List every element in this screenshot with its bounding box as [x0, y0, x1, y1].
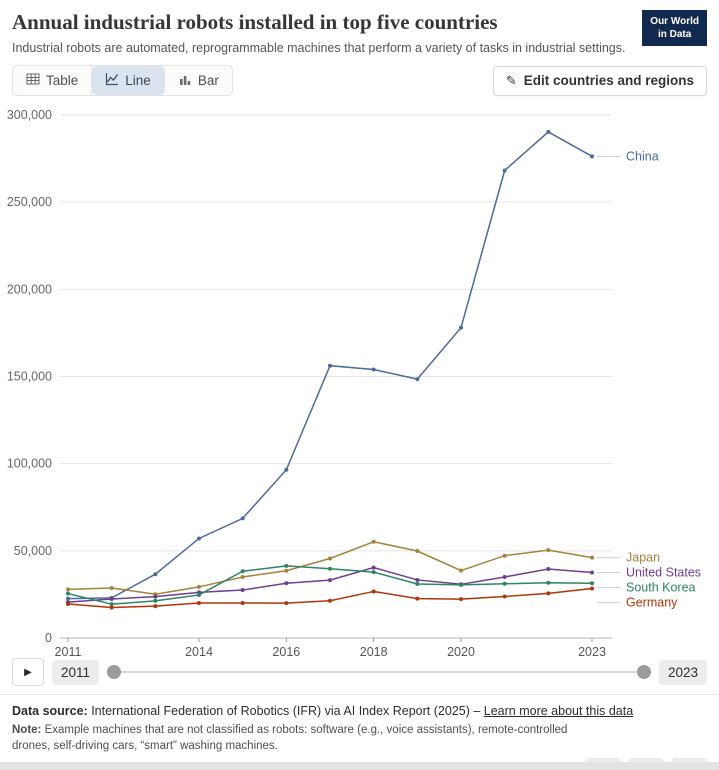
slider-track[interactable] — [107, 671, 651, 674]
svg-text:Germany: Germany — [626, 596, 678, 610]
svg-text:50,000: 50,000 — [14, 544, 52, 558]
timeline-controls: ▶ 2011 2023 — [12, 658, 707, 687]
table-icon — [26, 72, 40, 89]
svg-text:150,000: 150,000 — [7, 370, 52, 384]
svg-text:2020: 2020 — [447, 645, 475, 656]
svg-text:2023: 2023 — [578, 645, 606, 656]
tab-table[interactable]: Table — [13, 66, 93, 96]
chart-header: Annual industrial robots installed in to… — [12, 10, 707, 55]
data-source-label: Data source: — [12, 704, 88, 719]
play-button[interactable]: ▶ — [12, 658, 44, 687]
note-label: Note: — [12, 724, 42, 737]
line-chart-svg[interactable]: 0 50,000 100,000 150,000 200,000 250,000 300,0… — [0, 100, 719, 656]
svg-text:2016: 2016 — [272, 645, 300, 656]
svg-text:China: China — [626, 150, 659, 164]
play-icon: ▶ — [24, 666, 32, 678]
data-source-line: Data source: International Federation of… — [12, 704, 707, 718]
chart-type-tabs: Table Line Bar — [12, 65, 233, 97]
timeline-start-year[interactable]: 2011 — [52, 659, 100, 685]
svg-text:South Korea: South Korea — [626, 581, 696, 595]
chart-subtitle: Industrial robots are automated, reprogr… — [12, 41, 626, 56]
line-chart-icon — [105, 72, 119, 89]
edit-countries-button[interactable]: ✎ Edit countries and regions — [492, 65, 707, 96]
svg-text:2014: 2014 — [185, 645, 213, 656]
tab-bar[interactable]: Bar — [165, 66, 232, 95]
svg-text:0: 0 — [45, 631, 52, 645]
note-text: Example machines that are not classified… — [12, 724, 568, 752]
svg-text:2018: 2018 — [360, 645, 388, 656]
tab-table-label: Table — [46, 73, 79, 89]
svg-text:Japan: Japan — [626, 551, 660, 565]
slider-handle-end[interactable] — [636, 665, 651, 680]
tab-bar-label: Bar — [197, 73, 219, 89]
owid-logo-line1: Our World — [650, 16, 699, 27]
tab-line[interactable]: Line — [92, 66, 165, 96]
owid-logo[interactable]: Our World in Data — [642, 10, 707, 46]
tab-line-label: Line — [125, 73, 151, 89]
page-bottom-strip — [0, 762, 719, 770]
svg-text:200,000: 200,000 — [7, 283, 52, 297]
note-line: Note: Example machines that are not clas… — [12, 723, 572, 754]
pencil-icon: ✎ — [505, 72, 517, 88]
svg-text:100,000: 100,000 — [7, 457, 52, 471]
line-chart[interactable]: 0 50,000 100,000 150,000 200,000 250,000 300,0… — [0, 100, 719, 656]
edit-countries-label: Edit countries and regions — [523, 73, 694, 89]
svg-text:2011: 2011 — [55, 645, 82, 656]
svg-text:United States: United States — [626, 566, 701, 580]
learn-more-link[interactable]: Learn more about this data — [483, 704, 634, 719]
timeline-end-year[interactable]: 2023 — [658, 659, 707, 685]
chart-footer: Data source: International Federation of… — [0, 694, 719, 770]
bar-chart-icon — [178, 72, 192, 89]
header-text: Annual industrial robots installed in to… — [12, 10, 625, 55]
svg-text:300,000: 300,000 — [7, 108, 52, 122]
page-title: Annual industrial robots installed in to… — [12, 10, 498, 34]
controls-row: Table Line Bar ✎ Edit countries and regi… — [12, 65, 707, 97]
slider-handle-start[interactable] — [107, 665, 122, 680]
owid-logo-line2: in Data — [657, 29, 692, 40]
data-source-text: International Federation of Robotics (IF… — [87, 704, 484, 719]
timeline-slider[interactable] — [107, 664, 651, 680]
svg-text:250,000: 250,000 — [7, 195, 52, 209]
